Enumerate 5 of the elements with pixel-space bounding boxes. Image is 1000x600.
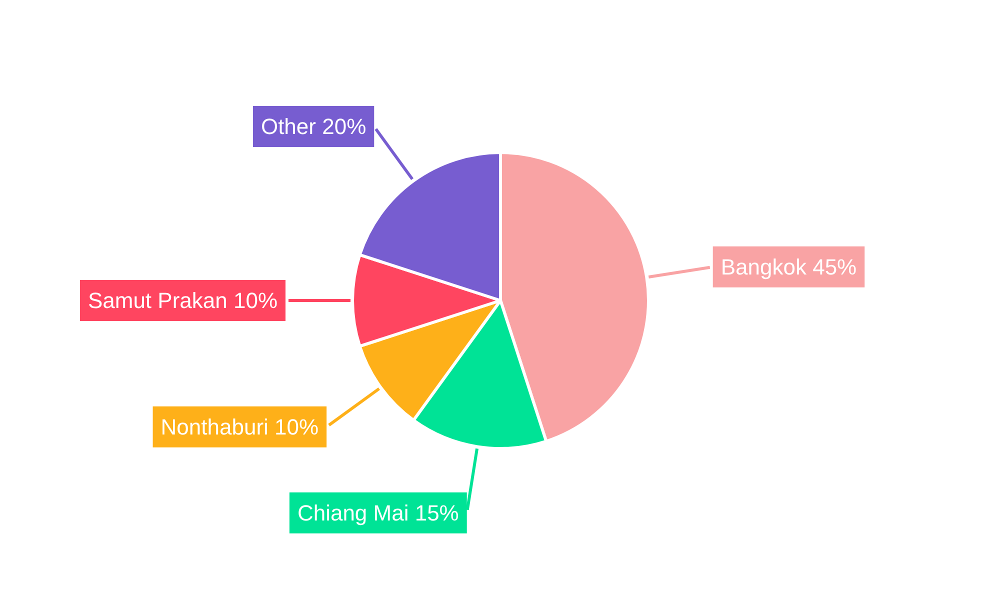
slice-label: Other 20% (260, 114, 366, 140)
slice-label: Nonthaburi 10% (160, 414, 319, 440)
slice-label: Chiang Mai 15% (297, 500, 459, 526)
slice-label: Bangkok 45% (720, 254, 857, 280)
slice-label: Samut Prakan 10% (88, 288, 278, 313)
